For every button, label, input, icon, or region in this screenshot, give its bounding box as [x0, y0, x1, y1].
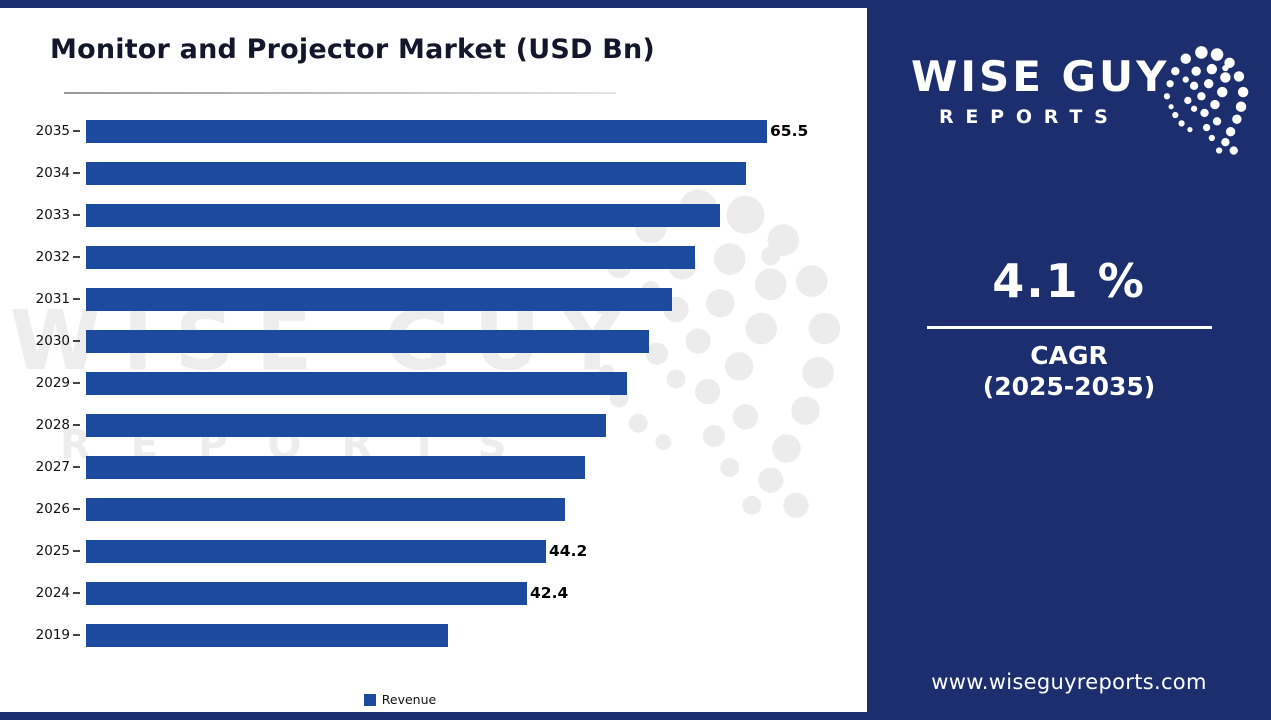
y-axis-label: 2025 [35, 543, 70, 559]
axis-tick-icon [73, 382, 80, 384]
axis-tick-icon [73, 172, 80, 174]
brand-name: WISE GUY [911, 52, 1170, 101]
revenue-bar [86, 413, 606, 437]
axis-tick-icon [73, 424, 80, 426]
bar-value-label: 44.2 [549, 542, 588, 560]
bar-row: 2027 [18, 446, 808, 488]
axis-tick-icon [73, 256, 80, 258]
bar-row: 2030 [18, 320, 808, 362]
revenue-bar [86, 161, 746, 185]
axis-tick-icon [73, 508, 80, 510]
bar-value-label: 42.4 [530, 584, 569, 602]
bar-row: 2024 42.4 [18, 572, 808, 614]
y-axis-label: 2026 [35, 501, 70, 517]
axis-tick-icon [73, 130, 80, 132]
bar-row: 2034 [18, 152, 808, 194]
revenue-bar [86, 539, 546, 563]
y-axis-label: 2019 [35, 627, 70, 643]
y-axis-label: 2032 [35, 249, 70, 265]
y-axis-label: 2030 [35, 333, 70, 349]
bar-row: 2028 [18, 404, 808, 446]
y-axis-label: 2024 [35, 585, 70, 601]
chart-panel: WISE GUY REPORTS Monitor and Projector M… [0, 8, 867, 712]
bar-row: 2019 [18, 614, 808, 656]
revenue-bar [86, 623, 448, 647]
chart-title: Monitor and Projector Market (USD Bn) [50, 34, 655, 65]
bar-row: 2035 65.5 [18, 110, 808, 152]
cagr-label: CAGR (2025-2035) [867, 340, 1271, 403]
legend-label-revenue: Revenue [381, 692, 437, 707]
cagr-value: 4.1 % [992, 254, 1146, 308]
axis-tick-icon [73, 550, 80, 552]
revenue-bar [86, 455, 585, 479]
bar-value-label: 65.5 [770, 122, 809, 140]
bar-row: 2026 [18, 488, 808, 530]
bar-row: 2031 [18, 278, 808, 320]
y-axis-label: 2028 [35, 417, 70, 433]
axis-tick-icon [73, 298, 80, 300]
revenue-bar [86, 203, 720, 227]
revenue-bar [86, 287, 672, 311]
revenue-bar [86, 245, 695, 269]
y-axis-label: 2031 [35, 291, 70, 307]
y-axis-label: 2027 [35, 459, 70, 475]
brand-panel: WISE GUY REPORTS 4.1 % CAGR (2025-2035) … [867, 0, 1271, 720]
legend-swatch-icon [363, 693, 376, 706]
revenue-bar [86, 497, 565, 521]
bar-row: 2033 [18, 194, 808, 236]
revenue-bar [86, 581, 527, 605]
cagr-label-line1: CAGR [1030, 341, 1108, 370]
divider-line [927, 326, 1212, 329]
axis-tick-icon [73, 466, 80, 468]
brand-head-logo-icon [1163, 46, 1248, 155]
y-axis-label: 2033 [35, 207, 70, 223]
axis-tick-icon [73, 592, 80, 594]
revenue-bar [86, 371, 627, 395]
title-underline [64, 92, 616, 94]
bar-chart: 2035 65.5 2034 2033 2032 2031 2030 2029 2028 2027… [18, 110, 808, 656]
cagr-label-line2: (2025-2035) [982, 372, 1156, 402]
brand-subtitle: REPORTS [939, 106, 1120, 128]
bar-row: 2032 [18, 236, 808, 278]
axis-tick-icon [73, 214, 80, 216]
revenue-bar [86, 329, 649, 353]
axis-tick-icon [73, 340, 80, 342]
brand-logo: WISE GUY REPORTS [911, 46, 1254, 162]
y-axis-label: 2029 [35, 375, 70, 391]
bar-row: 2025 44.2 [18, 530, 808, 572]
website-url: www.wiseguyreports.com [931, 670, 1207, 694]
axis-tick-icon [73, 634, 80, 636]
revenue-bar [86, 119, 767, 143]
legend: Revenue [20, 692, 780, 707]
brand-logo-text: WISE GUY REPORTS [911, 52, 1170, 128]
bar-row: 2029 [18, 362, 808, 404]
y-axis-label: 2034 [35, 165, 70, 181]
y-axis-label: 2035 [35, 123, 70, 139]
